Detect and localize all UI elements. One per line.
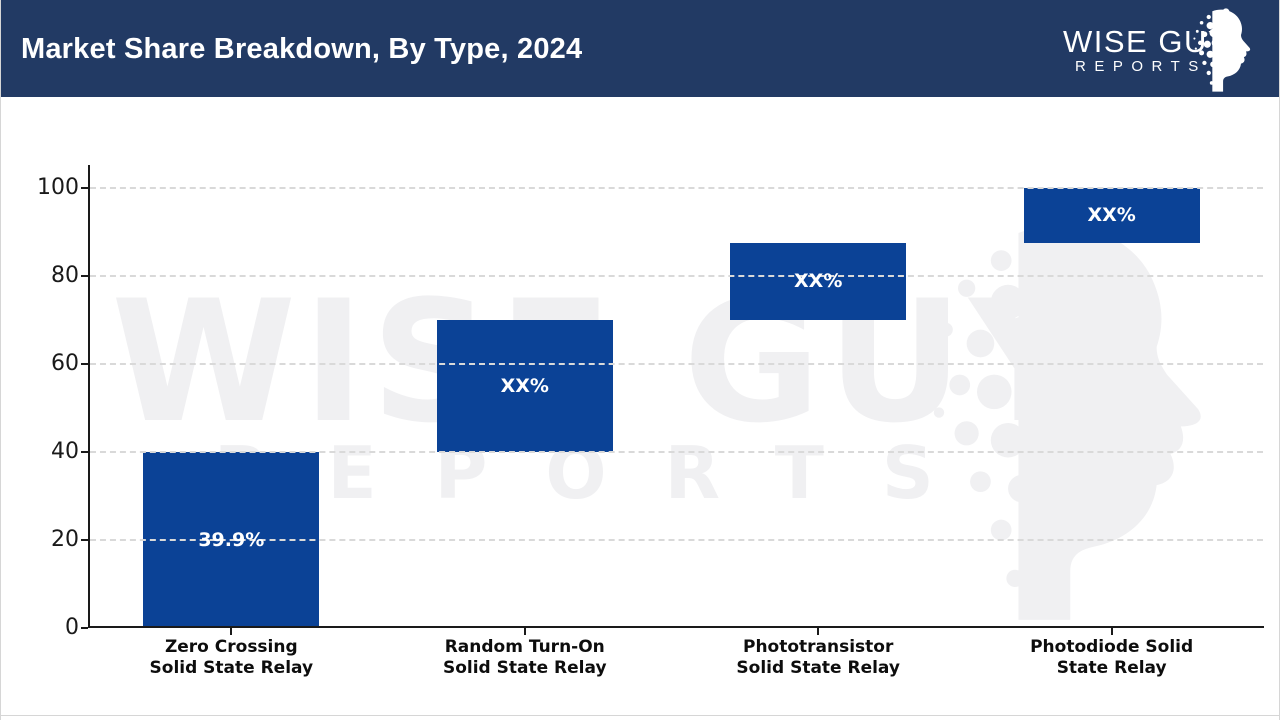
y-tick-label-60: 60 — [51, 350, 79, 376]
wiseguy-logo: WISE GUY REPORTS — [1029, 4, 1269, 94]
x-tick-mark-1 — [230, 627, 233, 635]
bar-value-label-1: 39.9% — [198, 528, 265, 551]
x-category-label-line: Zero Crossing — [164, 637, 298, 657]
bottom-border-line — [1, 715, 1279, 716]
x-category-label-line: Solid State Relay — [149, 658, 314, 678]
x-tick-mark-4 — [1110, 627, 1113, 635]
y-tick-label-100: 100 — [37, 175, 79, 200]
y-tick-mark-60 — [81, 362, 88, 365]
x-tick-mark-3 — [817, 627, 820, 635]
x-category-label-line: Phototransistor — [742, 637, 894, 657]
x-tick-mark-2 — [523, 627, 526, 635]
y-tick-mark-80 — [81, 274, 88, 277]
y-tick-label-20: 20 — [51, 526, 79, 552]
x-category-label-2: Random Turn-On Solid State Relay — [375, 637, 675, 679]
bar-value-label-2: XX% — [500, 374, 549, 397]
x-category-label-line: Solid State Relay — [736, 658, 900, 678]
bar-2 — [436, 319, 613, 452]
y-tick-mark-100 — [81, 187, 88, 189]
x-category-label-3: Phototransistor Solid State Relay — [668, 637, 968, 679]
gridline-100 — [90, 187, 1263, 189]
y-tick-label-40: 40 — [51, 438, 79, 464]
y-tick-label-80: 80 — [51, 262, 79, 288]
x-category-label-4: Photodiode Solid State Relay — [962, 637, 1262, 679]
y-tick-mark-20 — [81, 538, 88, 541]
bar-3 — [730, 242, 907, 320]
wiseguy-face-icon — [1172, 7, 1267, 93]
x-category-label-line: Photodiode Solid — [1030, 637, 1194, 657]
y-tick-mark-40 — [81, 450, 88, 453]
y-axis-line — [88, 165, 90, 628]
header-bar: Market Share Breakdown, By Type, 2024 WI… — [1, 0, 1279, 97]
y-tick-label-0: 0 — [65, 614, 79, 640]
logo-reports-text: REPORTS — [1075, 58, 1207, 75]
page-title: Market Share Breakdown, By Type, 2024 — [21, 33, 583, 65]
gridline-40 — [90, 450, 1263, 453]
x-category-label-line: Solid State Relay — [442, 658, 607, 678]
y-tick-mark-0 — [81, 626, 88, 629]
x-category-label-1: Zero Crossing Solid State Relay — [81, 637, 381, 679]
x-axis-line — [88, 626, 1264, 628]
gridline-80 — [90, 274, 1263, 277]
gridline-20 — [90, 538, 1263, 541]
x-category-label-line: State Relay — [1056, 658, 1167, 678]
bar-value-label-3: XX% — [794, 270, 843, 293]
x-category-label-line: Random Turn-On — [444, 637, 605, 657]
gridline-60 — [90, 362, 1263, 365]
